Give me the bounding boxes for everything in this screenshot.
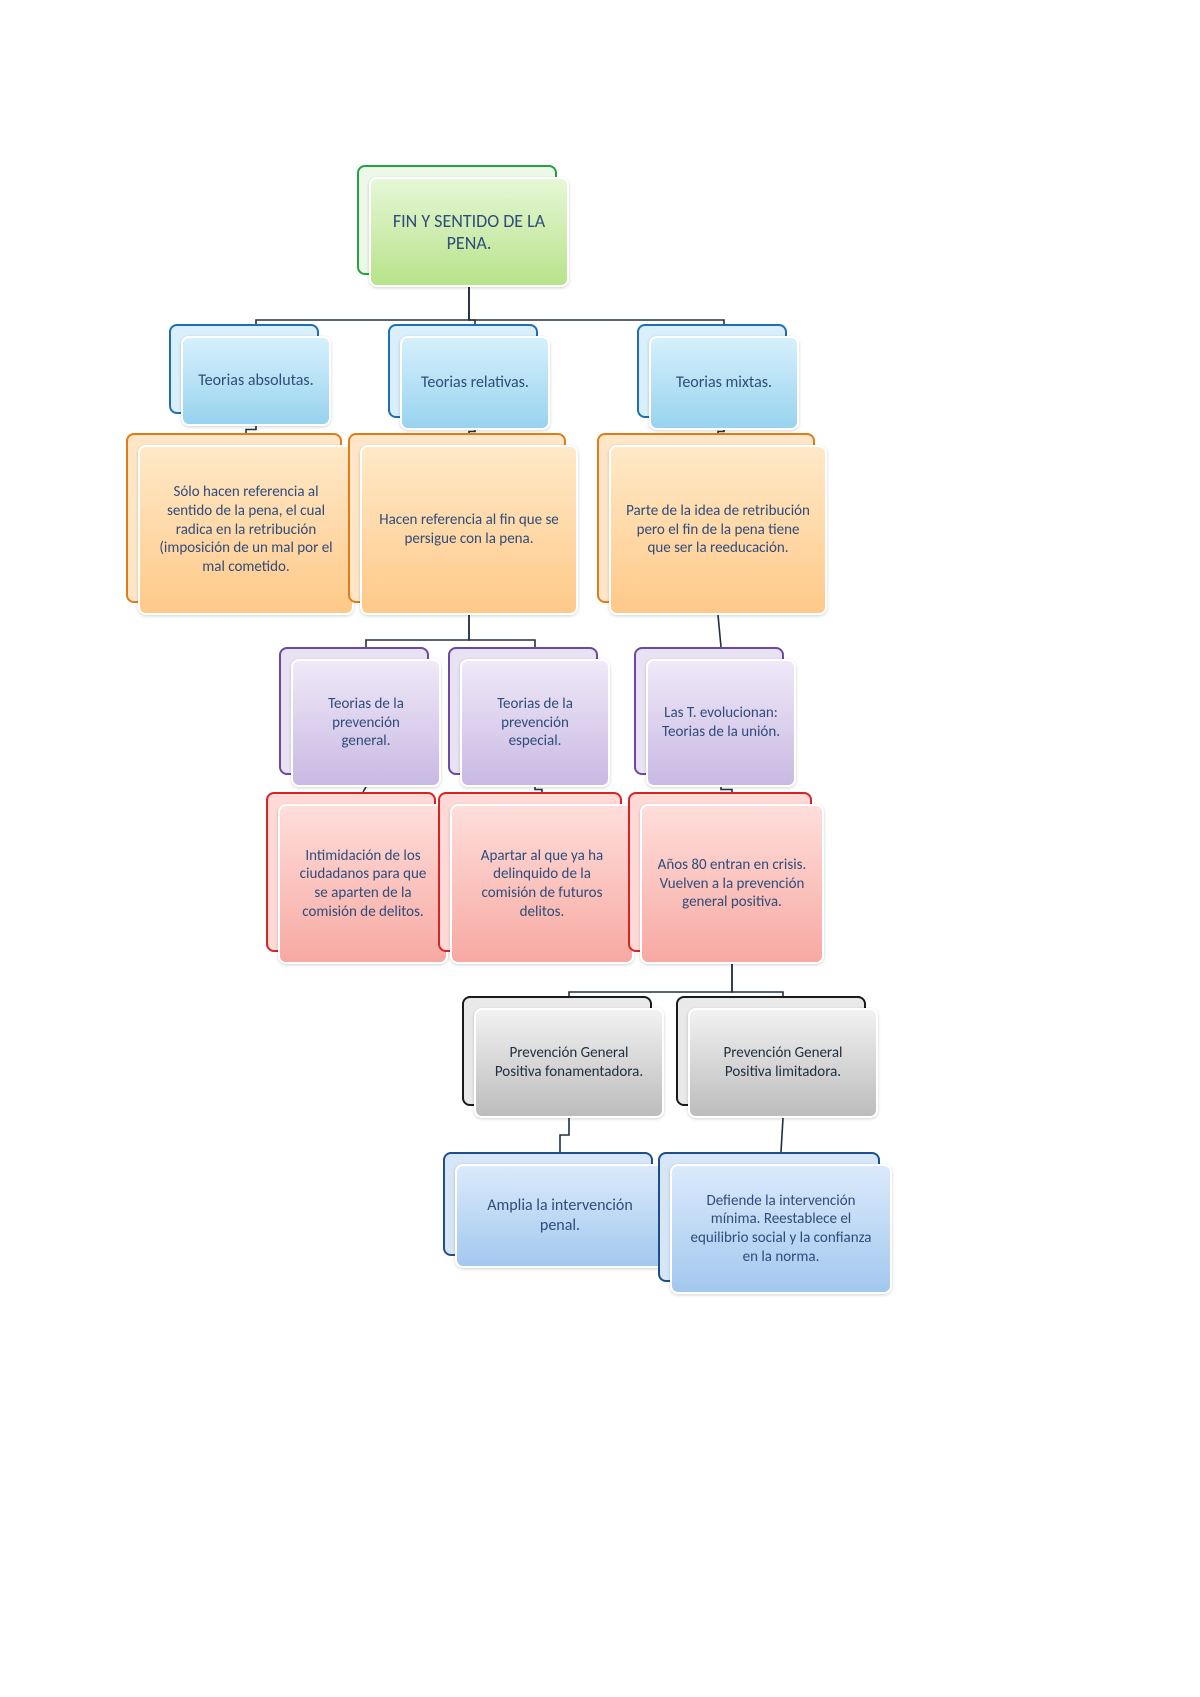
node-label: Apartar al que ya ha delinquido de la co… (466, 847, 618, 922)
node-front: Prevención General Positiva limitadora. (688, 1008, 878, 1118)
node-defiende: Defiende la intervención mínima. Reestab… (658, 1152, 892, 1294)
node-front: FIN Y SENTIDO DE LA PENA. (369, 177, 569, 287)
node-label: Prevención General Positiva limitadora. (704, 1044, 862, 1082)
node-limit: Prevención General Positiva limitadora. (676, 996, 878, 1118)
node-label: FIN Y SENTIDO DE LA PENA. (385, 210, 553, 255)
connector (246, 426, 256, 433)
node-front: Hacen referencia al fin que se persigue … (360, 445, 578, 615)
node-label: Parte de la idea de retribución pero el … (625, 502, 811, 558)
node-front: Intimidación de los ciudadanos para que … (278, 804, 448, 964)
diagram-page: { "canvas": { "width": 1200, "height": 1… (0, 0, 1200, 1697)
connector (469, 615, 535, 647)
connector (718, 615, 721, 647)
node-label: Prevención General Positiva fonamentador… (490, 1044, 648, 1082)
node-front: Amplia la intervención penal. (455, 1164, 665, 1268)
node-label: Sólo hacen referencia al sentido de la p… (154, 483, 338, 577)
node-label: Teorias relativas. (421, 373, 529, 393)
connector (781, 1118, 783, 1152)
node-prev_gen: Teorias de la prevención general. (279, 647, 441, 787)
node-front: Sólo hacen referencia al sentido de la p… (138, 445, 354, 615)
node-t_rel: Teorias relativas. (388, 324, 550, 430)
node-front: Teorias relativas. (400, 336, 550, 430)
node-front: Teorias mixtas. (649, 336, 799, 430)
node-fonam: Prevención General Positiva fonamentador… (462, 996, 664, 1118)
node-label: Años 80 entran en crisis. Vuelven a la p… (656, 856, 808, 912)
node-label: Hacen referencia al fin que se persigue … (376, 511, 562, 549)
node-front: Teorias de la prevención especial. (460, 659, 610, 787)
node-front: Las T. evolucionan: Teorias de la unión. (646, 659, 796, 787)
node-crisis: Años 80 entran en crisis. Vuelven a la p… (628, 792, 824, 964)
node-amplia: Amplia la intervención penal. (443, 1152, 665, 1268)
connector (469, 287, 724, 324)
node-front: Teorias absolutas. (181, 336, 331, 426)
node-front: Prevención General Positiva fonamentador… (474, 1008, 664, 1118)
node-front: Parte de la idea de retribución pero el … (609, 445, 827, 615)
node-front: Defiende la intervención mínima. Reestab… (670, 1164, 892, 1294)
node-root: FIN Y SENTIDO DE LA PENA. (357, 165, 569, 287)
node-front: Años 80 entran en crisis. Vuelven a la p… (640, 804, 824, 964)
node-mix_desc: Parte de la idea de retribución pero el … (597, 433, 827, 615)
node-front: Apartar al que ya ha delinquido de la co… (450, 804, 634, 964)
node-intim: Intimidación de los ciudadanos para que … (266, 792, 448, 964)
node-t_mix: Teorias mixtas. (637, 324, 799, 430)
node-label: Teorias mixtas. (676, 373, 772, 393)
connector (569, 964, 732, 996)
node-front: Teorias de la prevención general. (291, 659, 441, 787)
node-label: Teorias de la prevención especial. (476, 695, 594, 751)
connector (732, 964, 783, 996)
node-abs_desc: Sólo hacen referencia al sentido de la p… (126, 433, 354, 615)
connector (560, 1118, 569, 1152)
node-prev_esp: Teorias de la prevención especial. (448, 647, 610, 787)
connector (366, 615, 469, 647)
node-label: Teorias de la prevención general. (307, 695, 425, 751)
node-t_abs: Teorias absolutas. (169, 324, 331, 426)
node-label: Las T. evolucionan: Teorias de la unión. (662, 704, 780, 742)
node-rel_desc: Hacen referencia al fin que se persigue … (348, 433, 578, 615)
node-apartar: Apartar al que ya ha delinquido de la co… (438, 792, 634, 964)
node-union: Las T. evolucionan: Teorias de la unión. (634, 647, 796, 787)
connector (469, 287, 475, 324)
node-label: Teorias absolutas. (198, 371, 313, 391)
node-label: Intimidación de los ciudadanos para que … (294, 847, 432, 922)
connector (256, 287, 469, 324)
node-label: Amplia la intervención penal. (471, 1196, 649, 1236)
node-label: Defiende la intervención mínima. Reestab… (686, 1192, 876, 1267)
